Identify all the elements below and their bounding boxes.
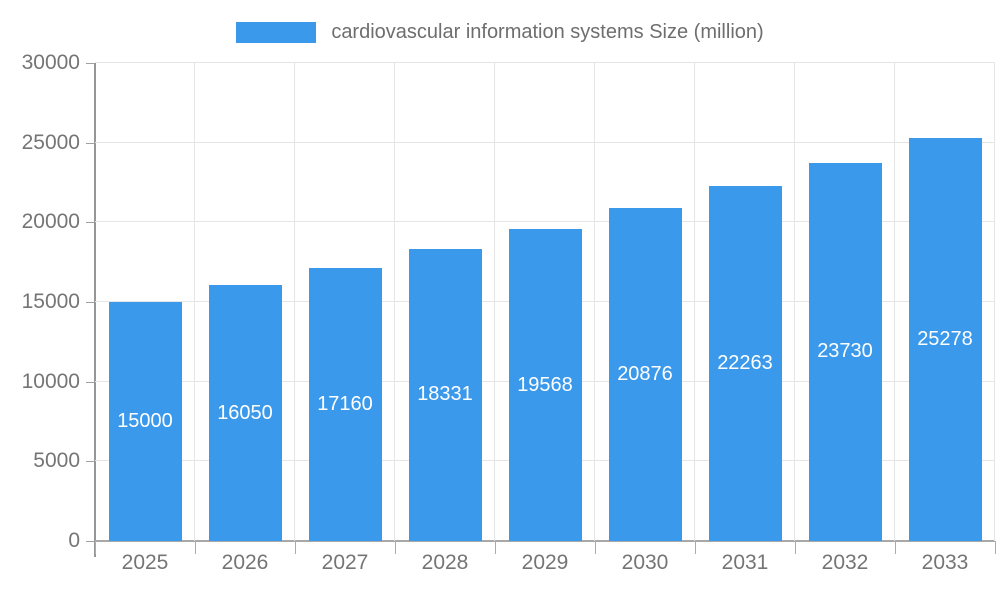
y-axis-label: 20000 — [21, 210, 80, 234]
bar-2031[interactable]: 22263 — [708, 186, 782, 541]
x-axis-tick — [295, 541, 296, 554]
gridline-vertical — [994, 63, 995, 541]
y-axis-tick — [86, 142, 95, 144]
bar-2028[interactable]: 18331 — [408, 248, 482, 541]
bar-value-label: 25278 — [917, 328, 973, 351]
bar-value-label: 23730 — [817, 340, 873, 363]
legend-label[interactable]: cardiovascular information systems Size … — [331, 20, 764, 43]
bar-2025[interactable]: 15000 — [108, 302, 182, 541]
bar-value-label: 20876 — [617, 363, 673, 386]
x-axis-label: 2031 — [721, 551, 769, 574]
y-axis-label: 5000 — [33, 449, 80, 473]
y-axis-tick — [86, 222, 95, 224]
x-axis-tick — [95, 541, 96, 554]
bar-value-label: 18331 — [417, 383, 473, 406]
gridline-horizontal — [95, 62, 995, 63]
gridline-horizontal — [95, 141, 995, 143]
legend[interactable]: cardiovascular information systems Size … — [0, 18, 1000, 46]
legend-swatch[interactable] — [236, 21, 317, 43]
gridline-vertical — [194, 63, 195, 541]
x-axis-tick — [595, 541, 596, 554]
y-axis-label: 25000 — [21, 130, 80, 154]
x-axis-label: 2029 — [521, 551, 569, 574]
x-axis-line — [95, 540, 995, 542]
x-axis-label: 2025 — [121, 551, 169, 574]
y-axis-label: 30000 — [21, 51, 80, 74]
x-axis-tick — [895, 541, 896, 554]
x-axis-tick — [995, 541, 996, 554]
y-axis-tick — [86, 461, 95, 463]
bar-2026[interactable]: 16050 — [208, 285, 282, 541]
bar-value-label: 19568 — [517, 373, 573, 396]
x-axis-tick — [395, 541, 396, 554]
y-axis-tick — [86, 541, 95, 542]
x-axis-label: 2032 — [821, 551, 869, 574]
x-axis-label: 2033 — [921, 551, 969, 574]
bar-value-label: 17160 — [317, 392, 373, 415]
x-axis-tick — [695, 541, 696, 554]
gridline-vertical — [494, 63, 495, 541]
gridline-vertical — [394, 63, 395, 541]
y-axis-label: 10000 — [21, 369, 80, 393]
x-axis-label: 2027 — [321, 551, 369, 574]
y-axis-tick — [86, 381, 95, 383]
y-axis-label: 0 — [68, 529, 80, 552]
gridline-vertical — [794, 63, 795, 541]
plot-area: 15000 16050 17160 18331 19568 20876 22263 23730… — [86, 62, 996, 557]
bar-2029[interactable]: 19568 — [508, 229, 582, 541]
x-axis-label: 2028 — [421, 551, 469, 574]
gridline-vertical — [894, 63, 895, 541]
gridline-vertical — [694, 63, 695, 541]
bar-value-label: 22263 — [717, 352, 773, 375]
x-axis-tick — [495, 541, 496, 554]
x-axis-tick — [795, 541, 796, 554]
x-axis-tick — [195, 541, 196, 554]
y-axis-tick — [86, 302, 95, 303]
bar-2030[interactable]: 20876 — [608, 208, 682, 541]
x-axis-label: 2030 — [621, 551, 669, 574]
bar-value-label: 16050 — [217, 401, 273, 424]
bar-2027[interactable]: 17160 — [308, 267, 382, 541]
y-axis-tick — [86, 63, 95, 64]
bar-2033[interactable]: 25278 — [908, 138, 982, 541]
gridline-vertical — [594, 63, 595, 541]
x-axis-label: 2026 — [221, 551, 269, 574]
y-axis-line — [94, 63, 96, 557]
y-axis-label: 15000 — [21, 290, 80, 313]
gridline-vertical — [294, 63, 295, 541]
bar-2032[interactable]: 23730 — [808, 162, 882, 541]
bar-value-label: 15000 — [117, 410, 173, 432]
gridline-horizontal — [95, 221, 995, 223]
